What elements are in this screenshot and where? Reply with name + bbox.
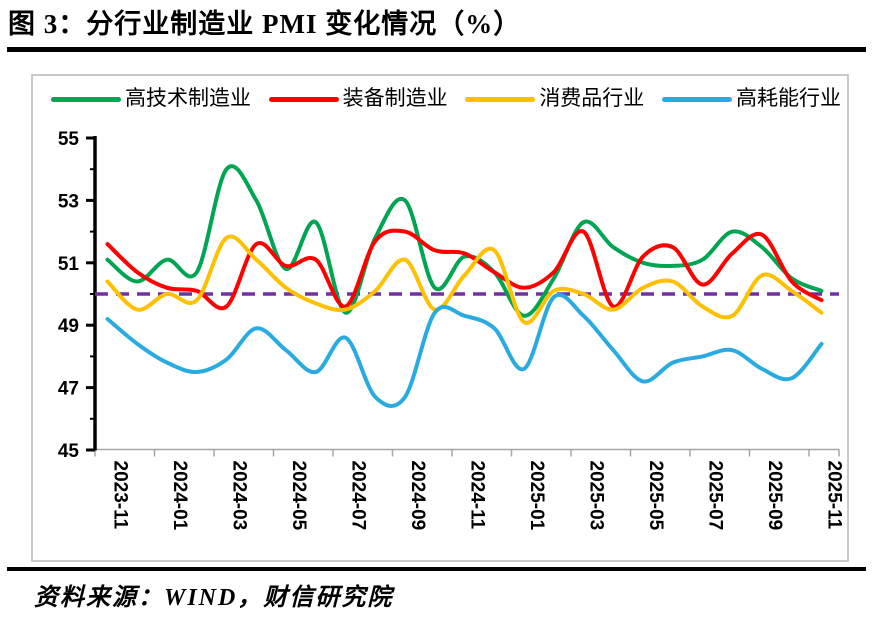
legend-item-consumer-goods: 消费品行业 <box>465 86 644 112</box>
x-tick-label: 2024-11 <box>467 461 488 530</box>
y-tick-label: 49 <box>58 316 79 337</box>
pmi-line-chart: 45 47 49 51 53 55 2023-11 2024-01 2024-03 2024-05… <box>31 74 849 562</box>
x-tick-label: 2024-07 <box>348 461 369 531</box>
x-tick-label: 2025-09 <box>764 461 785 531</box>
legend-label: 高技术制造业 <box>125 87 251 110</box>
chart-plot-area: 45 47 49 51 53 55 2023-11 2024-01 2024-03 2024-05… <box>58 129 845 531</box>
x-tick-label: 2023-11 <box>110 461 131 530</box>
legend-item-high-tech-manufacturing: 高技术制造业 <box>51 86 251 112</box>
legend-item-energy-intensive: 高耗能行业 <box>661 86 841 112</box>
x-tick-label: 2024-05 <box>288 461 309 531</box>
legend-label: 高耗能行业 <box>735 87 841 110</box>
x-tick-label: 2024-01 <box>169 461 190 531</box>
x-tick-label: 2024-09 <box>407 461 428 531</box>
y-tick-label: 45 <box>58 441 80 462</box>
y-tick-label: 53 <box>58 191 79 212</box>
x-tick-label: 2025-01 <box>526 461 547 531</box>
x-tick-label: 2024-03 <box>229 461 250 531</box>
title-divider <box>7 47 866 52</box>
series-line-0 <box>105 164 824 318</box>
x-tick-label: 2025-11 <box>824 461 845 530</box>
line-marker-icon <box>661 96 732 102</box>
footer-divider <box>7 567 866 571</box>
chart-legend: 高技术制造业 装备制造业 消费品行业 高耗能行业 <box>51 86 841 112</box>
legend-item-equipment-manufacturing: 装备制造业 <box>268 86 448 112</box>
x-tick-label: 2025-07 <box>705 461 726 531</box>
x-tick-label: 2025-03 <box>586 461 607 531</box>
series-line-1 <box>105 228 824 311</box>
line-marker-icon <box>465 96 536 102</box>
line-marker-icon <box>268 96 339 102</box>
series-line-3 <box>105 293 824 408</box>
legend-label: 消费品行业 <box>539 87 645 110</box>
x-tick-label: 2025-05 <box>645 461 666 531</box>
figure-title: 图 3：分行业制造业 PMI 变化情况（%） <box>8 9 522 39</box>
y-tick-label: 47 <box>58 379 79 400</box>
y-tick-label: 55 <box>58 129 80 150</box>
series-line-2 <box>105 234 824 325</box>
line-marker-icon <box>51 96 121 102</box>
data-source-note: 资料来源：WIND，财信研究院 <box>34 585 394 611</box>
y-tick-label: 51 <box>58 254 80 275</box>
legend-label: 装备制造业 <box>342 87 448 110</box>
